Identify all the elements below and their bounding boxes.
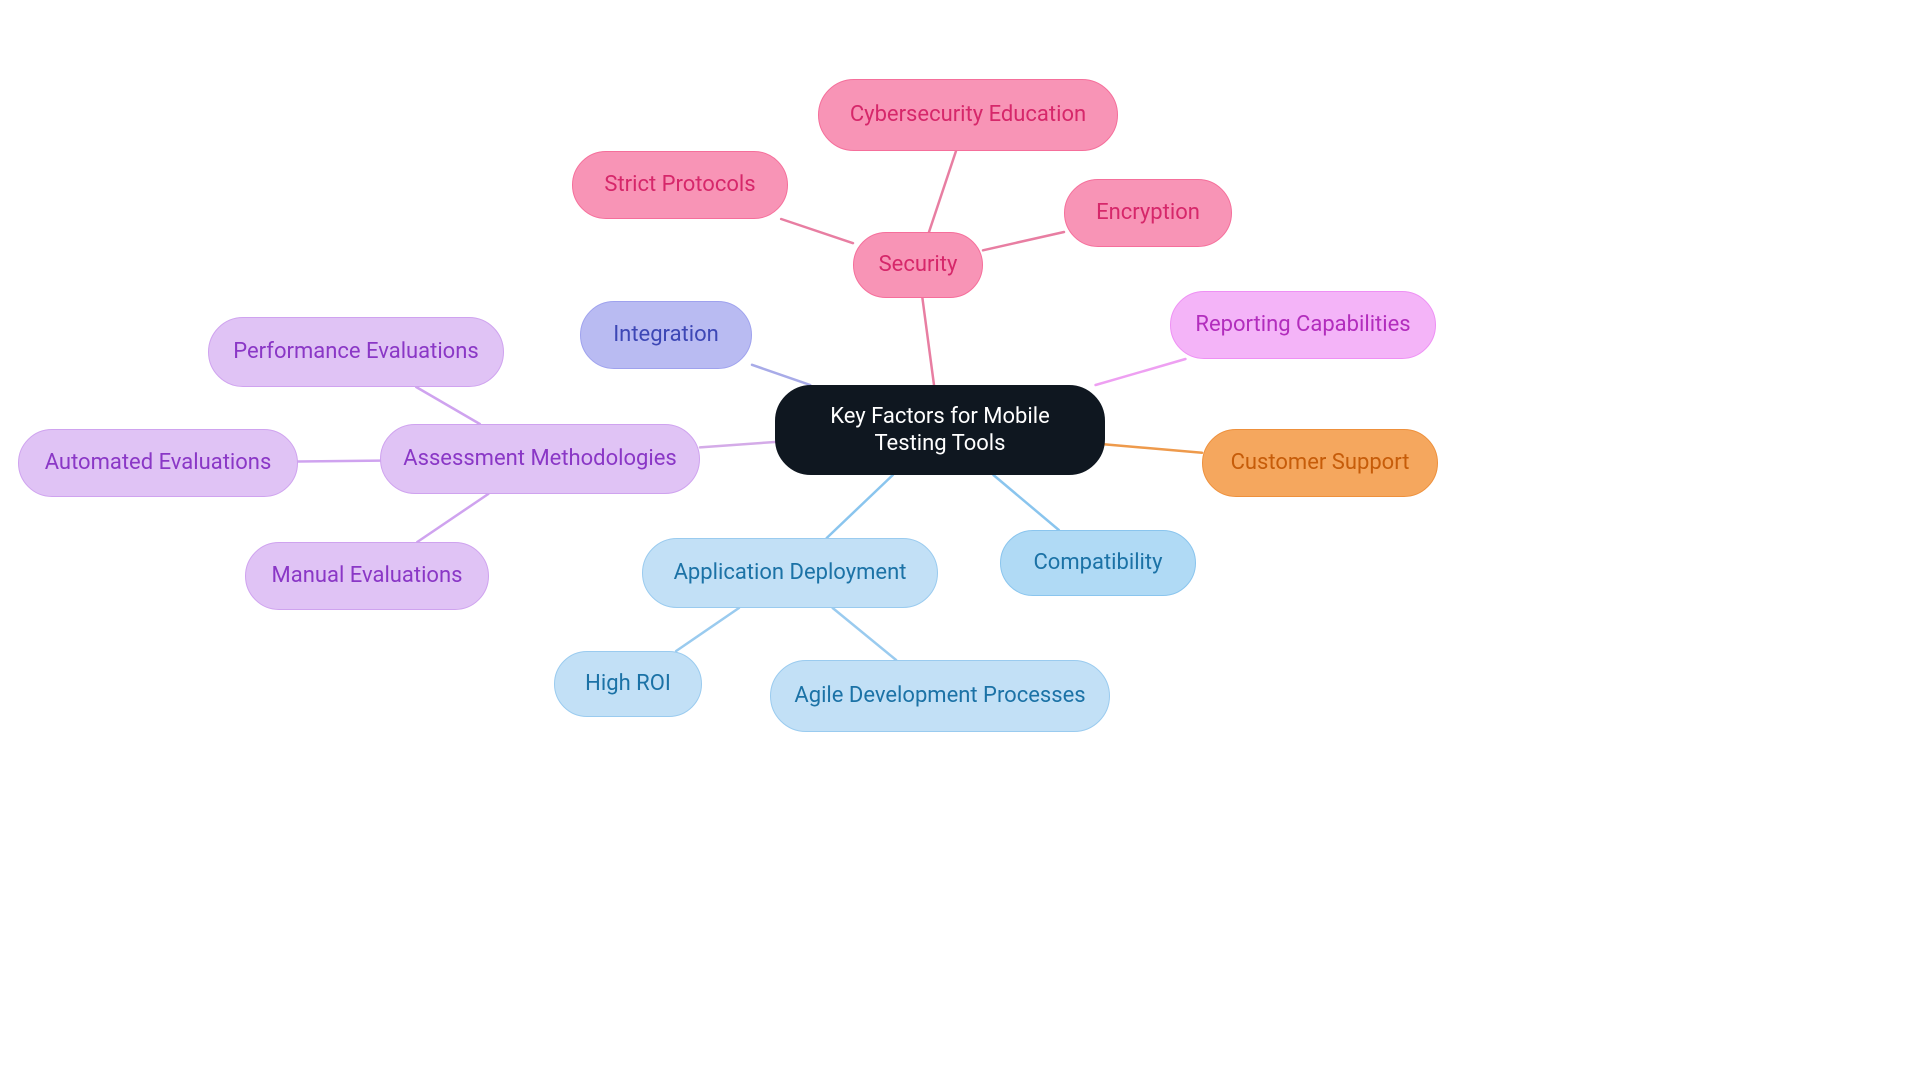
node-label: Integration bbox=[613, 321, 719, 349]
node-customer-support: Customer Support bbox=[1202, 429, 1438, 497]
mindmap-canvas: Key Factors for Mobile Testing Tools Sec… bbox=[0, 0, 1920, 1083]
node-security: Security bbox=[853, 232, 983, 298]
node-encryption: Encryption bbox=[1064, 179, 1232, 247]
node-label: High ROI bbox=[585, 670, 671, 698]
node-manual-eval: Manual Evaluations bbox=[245, 542, 489, 610]
node-center: Key Factors for Mobile Testing Tools bbox=[775, 385, 1105, 475]
node-performance-eval: Performance Evaluations bbox=[208, 317, 504, 387]
node-assessment: Assessment Methodologies bbox=[380, 424, 700, 494]
node-compatibility: Compatibility bbox=[1000, 530, 1196, 596]
node-label: Manual Evaluations bbox=[272, 562, 463, 590]
node-automated-eval: Automated Evaluations bbox=[18, 429, 298, 497]
node-high-roi: High ROI bbox=[554, 651, 702, 717]
node-label: Performance Evaluations bbox=[233, 338, 478, 366]
node-label: Security bbox=[879, 251, 958, 279]
node-label: Assessment Methodologies bbox=[403, 445, 677, 473]
node-label: Key Factors for Mobile Testing Tools bbox=[804, 403, 1076, 458]
node-cybersecurity-education: Cybersecurity Education bbox=[818, 79, 1118, 151]
node-agile: Agile Development Processes bbox=[770, 660, 1110, 732]
node-app-deploy: Application Deployment bbox=[642, 538, 938, 608]
node-label: Strict Protocols bbox=[604, 171, 755, 199]
node-label: Cybersecurity Education bbox=[850, 101, 1086, 129]
node-label: Automated Evaluations bbox=[45, 449, 272, 477]
node-strict-protocols: Strict Protocols bbox=[572, 151, 788, 219]
node-label: Customer Support bbox=[1231, 449, 1410, 477]
node-integration: Integration bbox=[580, 301, 752, 369]
node-label: Reporting Capabilities bbox=[1195, 311, 1410, 339]
node-reporting: Reporting Capabilities bbox=[1170, 291, 1436, 359]
node-label: Agile Development Processes bbox=[794, 682, 1085, 710]
node-label: Compatibility bbox=[1033, 549, 1162, 577]
node-label: Application Deployment bbox=[674, 559, 907, 587]
node-label: Encryption bbox=[1096, 199, 1200, 227]
